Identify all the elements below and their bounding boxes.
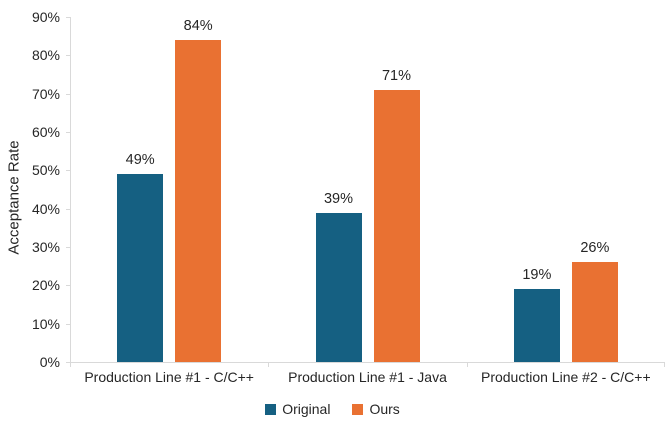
y-tick-mark — [66, 247, 70, 248]
bar-value-label: 26% — [580, 240, 610, 257]
bar-value-label: 39% — [323, 190, 354, 207]
bar-ours-1 — [373, 89, 420, 362]
y-tick-label: 90% — [31, 9, 60, 25]
bar-value-label: 71% — [381, 67, 412, 84]
bar-original-1 — [315, 212, 362, 362]
legend-swatch-icon — [352, 403, 364, 415]
y-tick-mark — [66, 285, 70, 287]
y-tick-label: 0% — [39, 354, 60, 370]
y-tick-mark — [66, 55, 70, 57]
legend-label: Ours — [369, 401, 400, 417]
y-tick-label: 20% — [31, 277, 60, 294]
y-axis-line — [70, 17, 71, 362]
y-tick-label: 80% — [31, 47, 60, 64]
y-tick-mark — [66, 17, 70, 18]
x-tick-mark — [70, 362, 71, 367]
legend-item-ours: Ours — [352, 401, 400, 417]
bar-value-label: 84% — [183, 18, 213, 34]
x-category-label: Production Line #1 - C/C++ — [84, 369, 254, 385]
bar-original-0 — [117, 174, 164, 362]
y-tick-mark — [66, 208, 70, 210]
bar-ours-2 — [571, 262, 618, 362]
y-tick-label: 40% — [31, 200, 60, 217]
x-axis-line — [70, 362, 665, 363]
legend-label: Original — [282, 401, 331, 417]
x-tick-mark — [268, 362, 270, 367]
bar-ours-0 — [175, 40, 222, 362]
y-tick-label: 30% — [31, 239, 60, 255]
y-tick-label: 50% — [31, 162, 60, 179]
y-tick-mark — [66, 323, 70, 325]
y-tick-label: 70% — [31, 85, 60, 102]
y-tick-mark — [66, 362, 70, 363]
legend: Original Ours — [0, 401, 665, 417]
x-category-label: Production Line #1 - Java — [288, 369, 447, 385]
y-tick-mark — [66, 93, 70, 95]
y-tick-label: 60% — [31, 124, 60, 140]
y-tick-mark — [66, 132, 70, 133]
bar-original-2 — [513, 289, 560, 362]
legend-swatch-icon — [265, 403, 277, 415]
y-tick-mark — [66, 170, 70, 172]
bar-value-label: 19% — [522, 267, 552, 284]
bar-value-label: 49% — [125, 152, 155, 169]
plot-area: 0% 10% 20% 30% 40% 50% 60% 70% 80% 90% 49% 84% 39% 71… — [32, 9, 665, 370]
x-category-label: Production Line #2 - C/C++ — [480, 369, 651, 385]
x-tick-mark — [466, 362, 468, 367]
y-tick-label: 10% — [31, 315, 60, 332]
legend-item-original: Original — [265, 401, 330, 417]
